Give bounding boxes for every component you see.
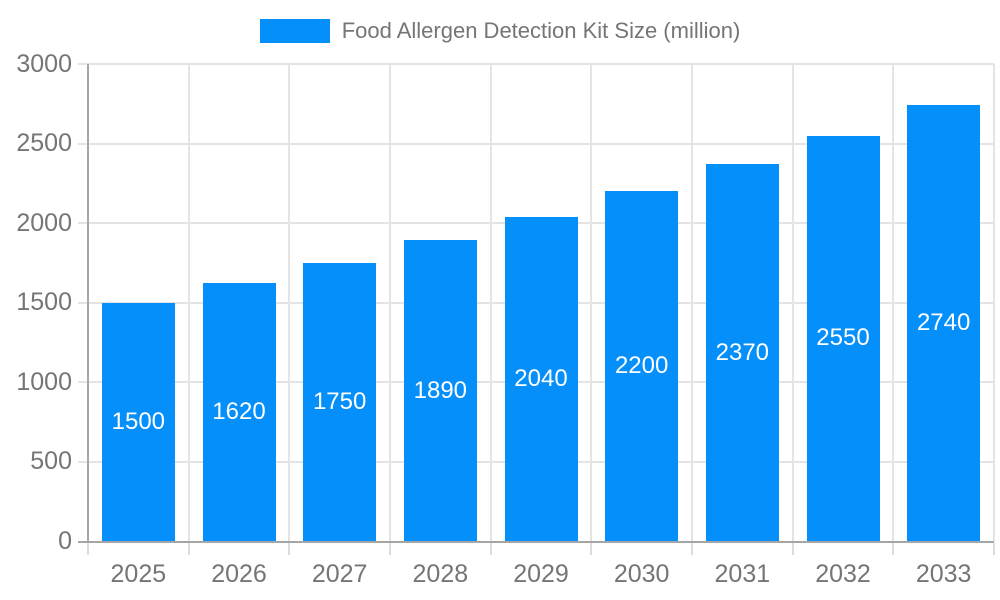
bar-value-label: 2370 <box>715 338 770 366</box>
gridline-vertical <box>791 64 794 541</box>
bar-value-label: 1620 <box>212 398 266 426</box>
bar-value-label: 2740 <box>916 309 971 337</box>
y-axis-label: 0 <box>58 526 72 555</box>
x-axis-label: 2027 <box>311 560 368 588</box>
gridline-vertical <box>489 64 492 541</box>
x-axis-label: 2032 <box>815 560 871 588</box>
x-axis-tick <box>691 543 693 555</box>
bar-2031[interactable] <box>705 164 779 541</box>
legend-label: Food Allergen Detection Kit Size (millio… <box>341 18 741 43</box>
x-axis-tick <box>993 543 995 555</box>
bar-value-label: 2550 <box>816 324 870 352</box>
bar-value-label: 2040 <box>514 364 568 392</box>
y-axis-label: 2500 <box>16 129 72 157</box>
gridline-vertical <box>389 64 391 541</box>
x-axis-label: 2029 <box>513 560 569 588</box>
x-axis-label: 2030 <box>613 560 670 588</box>
bar-value-label: 1890 <box>413 376 468 404</box>
legend-item[interactable]: Food Allergen Detection Kit Size (millio… <box>259 18 741 43</box>
gridline-vertical <box>590 64 593 541</box>
bar-value-label: 1750 <box>312 387 367 415</box>
bar-2029[interactable] <box>504 216 578 541</box>
x-axis-tick <box>389 543 391 555</box>
gridline-vertical <box>993 64 995 541</box>
x-axis-label: 2031 <box>714 560 771 588</box>
bar-value-label: 2200 <box>614 352 669 380</box>
x-axis-tick <box>288 543 291 555</box>
x-axis-tick <box>590 543 593 555</box>
y-axis-label: 1000 <box>16 367 72 396</box>
y-axis-line <box>87 64 89 541</box>
bar-2033[interactable] <box>907 105 981 541</box>
x-axis-tick <box>187 543 190 555</box>
x-axis-tick <box>87 543 89 555</box>
x-axis-label: 2033 <box>915 560 972 588</box>
bar-2028[interactable] <box>403 240 477 541</box>
y-axis-label: 500 <box>30 447 72 475</box>
bar-2030[interactable] <box>605 191 679 541</box>
x-axis-line <box>78 541 994 543</box>
y-axis-label: 3000 <box>16 49 72 78</box>
x-axis-tick <box>892 543 895 555</box>
y-axis-label: 2000 <box>16 208 72 237</box>
gridline-vertical <box>691 64 693 541</box>
bar-2026[interactable] <box>202 283 276 541</box>
legend: Food Allergen Detection Kit Size (millio… <box>0 19 1000 43</box>
gridline-vertical <box>892 64 895 541</box>
x-axis-tick <box>791 543 794 555</box>
gridline-vertical <box>288 64 291 541</box>
legend-marker <box>259 19 330 43</box>
gridline-horizontal <box>78 63 994 65</box>
gridline-vertical <box>187 64 190 541</box>
x-axis-label: 2025 <box>110 560 167 588</box>
bar-value-label: 1500 <box>111 407 166 435</box>
y-axis-label: 1500 <box>16 288 72 316</box>
bar-2027[interactable] <box>303 262 377 541</box>
gridline-horizontal <box>78 142 994 145</box>
bar-2025[interactable] <box>101 302 175 541</box>
x-axis-label: 2026 <box>211 560 267 588</box>
x-axis-label: 2028 <box>412 560 469 588</box>
x-axis-tick <box>489 543 492 555</box>
bar-2032[interactable] <box>806 135 880 541</box>
